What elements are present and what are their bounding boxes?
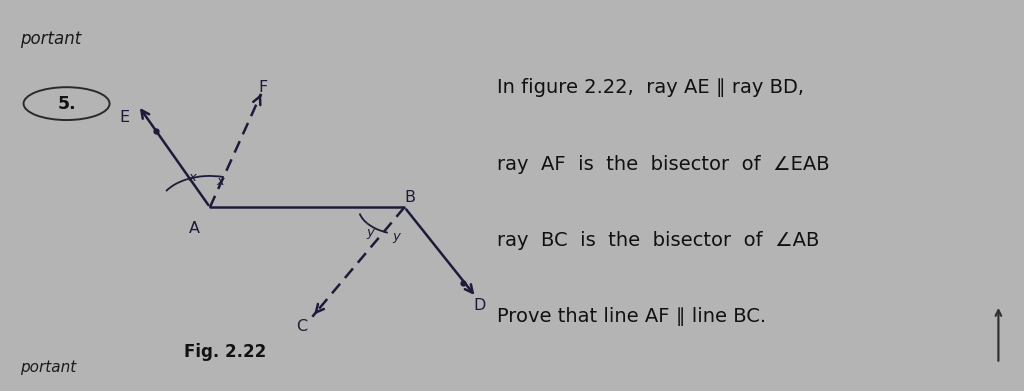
Text: A: A <box>189 221 200 236</box>
Text: In figure 2.22,  ray AE ∥ ray BD,: In figure 2.22, ray AE ∥ ray BD, <box>497 79 804 97</box>
Text: y: y <box>392 230 400 243</box>
Text: x: x <box>216 175 224 188</box>
Text: F: F <box>258 81 268 95</box>
Text: B: B <box>404 190 415 205</box>
Text: D: D <box>473 298 485 313</box>
Text: C: C <box>297 319 307 334</box>
Text: portant: portant <box>20 30 82 48</box>
Text: ray  AF  is  the  bisector  of  ∠EAB: ray AF is the bisector of ∠EAB <box>497 155 829 174</box>
Text: ray  BC  is  the  bisector  of  ∠AB: ray BC is the bisector of ∠AB <box>497 231 819 250</box>
Text: x: x <box>188 171 197 185</box>
Text: Fig. 2.22: Fig. 2.22 <box>184 343 266 361</box>
Text: 5.: 5. <box>57 95 76 113</box>
Text: y: y <box>367 226 375 239</box>
Text: Prove that line AF ∥ line BC.: Prove that line AF ∥ line BC. <box>497 307 766 326</box>
Text: E: E <box>120 110 130 125</box>
Text: portant: portant <box>20 360 77 375</box>
